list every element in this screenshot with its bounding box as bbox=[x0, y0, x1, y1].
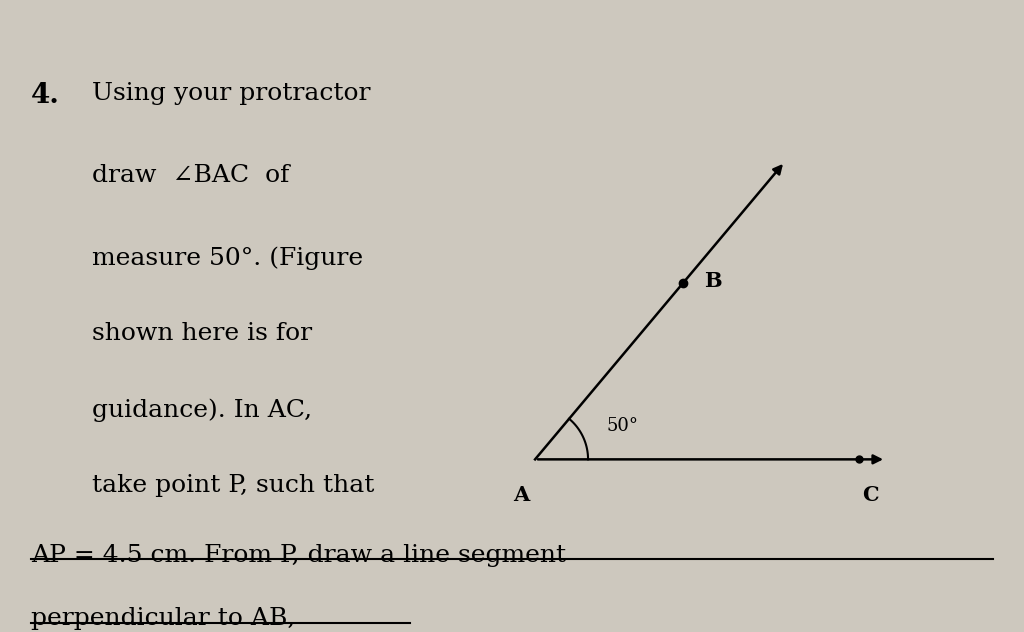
Text: C: C bbox=[862, 485, 879, 505]
Text: guidance). In AC,: guidance). In AC, bbox=[92, 398, 312, 422]
Text: perpendicular to AB,: perpendicular to AB, bbox=[31, 607, 295, 629]
Text: measure 50°. (Figure: measure 50°. (Figure bbox=[92, 246, 364, 270]
Text: draw  ∠BAC  of: draw ∠BAC of bbox=[92, 164, 290, 187]
Text: AP = 4.5 cm. From P, draw a line segment: AP = 4.5 cm. From P, draw a line segment bbox=[31, 544, 566, 566]
Text: B: B bbox=[703, 271, 722, 291]
Text: take point P, such that: take point P, such that bbox=[92, 474, 375, 497]
Text: shown here is for: shown here is for bbox=[92, 322, 312, 345]
Text: 4.: 4. bbox=[31, 82, 59, 109]
Text: Using your protractor: Using your protractor bbox=[92, 82, 371, 105]
Text: 50°: 50° bbox=[606, 417, 639, 435]
Text: A: A bbox=[513, 485, 529, 505]
